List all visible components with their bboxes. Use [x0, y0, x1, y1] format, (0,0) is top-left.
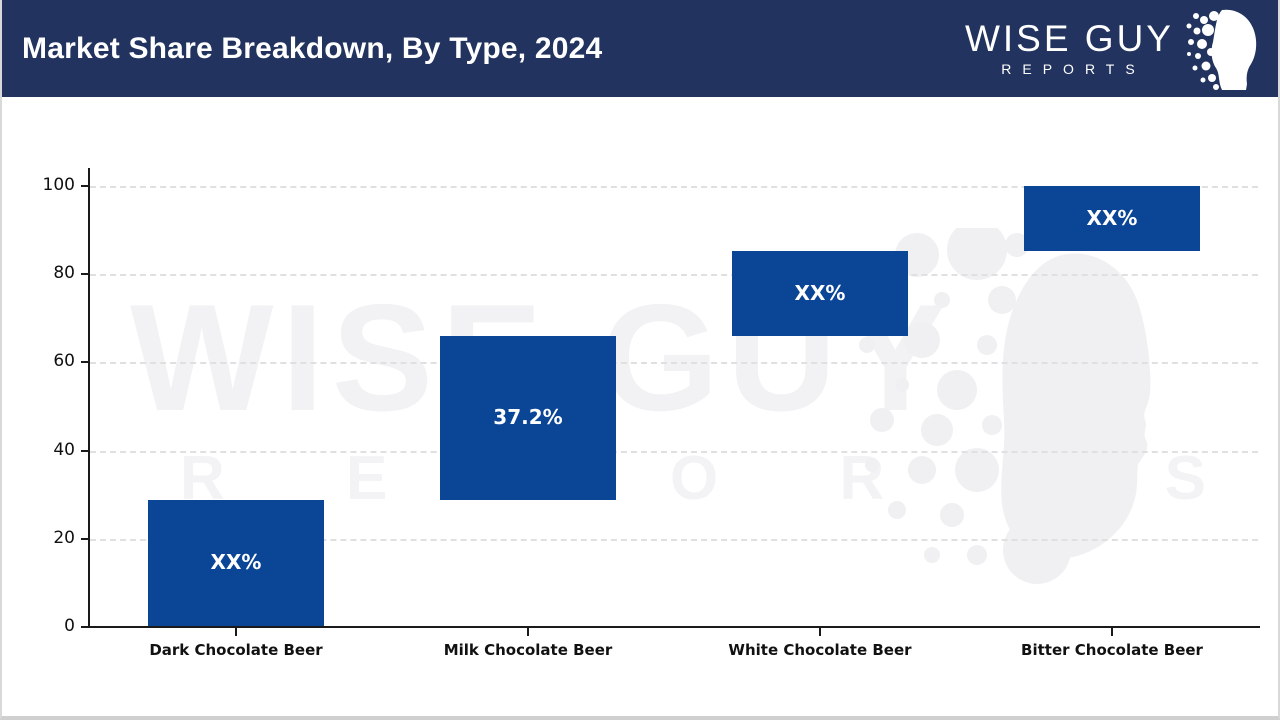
gridline-100 — [90, 186, 1258, 188]
bar-value-label: XX% — [210, 550, 262, 575]
x-tick-mark — [527, 628, 529, 636]
y-tick-mark — [81, 449, 89, 452]
chart-plot-area: 0 20 40 60 80 100 XX% Dark Chocolate Beer 37.2% M… — [2, 97, 1278, 716]
y-tick-label: 20 — [53, 527, 75, 548]
y-tick-mark — [81, 273, 89, 276]
y-tick-mark — [81, 626, 89, 628]
bar-value-label: XX% — [1086, 205, 1138, 230]
brand-subname: REPORTS — [1001, 60, 1146, 77]
y-tick-label: 60 — [53, 351, 75, 372]
x-category-label: Bitter Chocolate Beer — [1021, 641, 1203, 659]
y-tick-mark — [81, 185, 89, 187]
y-tick-label: 0 — [64, 616, 75, 636]
x-category-label: Dark Chocolate Beer — [149, 641, 323, 659]
gridline-60 — [90, 362, 1258, 365]
brand-name: WISE GUY — [964, 18, 1174, 60]
bar-segment — [148, 499, 324, 627]
y-tick-label: 100 — [42, 175, 75, 195]
header-bar: Market Share Breakdown, By Type, 2024 WI… — [2, 0, 1278, 97]
x-category-label: White Chocolate Beer — [728, 641, 912, 659]
bar-value-label: XX% — [794, 280, 846, 305]
brand-logo-text: WISE GUY REPORTS — [964, 18, 1174, 77]
y-tick-mark — [81, 361, 89, 364]
x-tick-mark — [819, 628, 821, 636]
bar-segment — [440, 335, 616, 500]
x-category-label: Milk Chocolate Beer — [443, 641, 613, 659]
brand-logo: WISE GUY REPORTS — [965, 0, 1266, 97]
bar-value-label: 37.2% — [493, 404, 563, 429]
y-tick-label: 80 — [53, 263, 75, 284]
x-tick-mark — [1111, 628, 1113, 636]
x-axis-spine — [88, 626, 1260, 628]
watermark-head-icon — [859, 228, 1151, 584]
gridline-40 — [90, 450, 1258, 453]
y-axis-spine — [88, 168, 90, 628]
bar-segment — [732, 251, 908, 336]
gridline-20 — [90, 538, 1258, 541]
bar-segment — [1024, 186, 1200, 252]
x-tick-mark — [235, 628, 237, 636]
y-tick-label: 40 — [53, 439, 75, 460]
gridline-80 — [90, 274, 1258, 277]
page-title: Market Share Breakdown, By Type, 2024 — [22, 31, 603, 65]
y-tick-mark — [81, 537, 89, 540]
head-profile-icon — [1186, 9, 1257, 90]
